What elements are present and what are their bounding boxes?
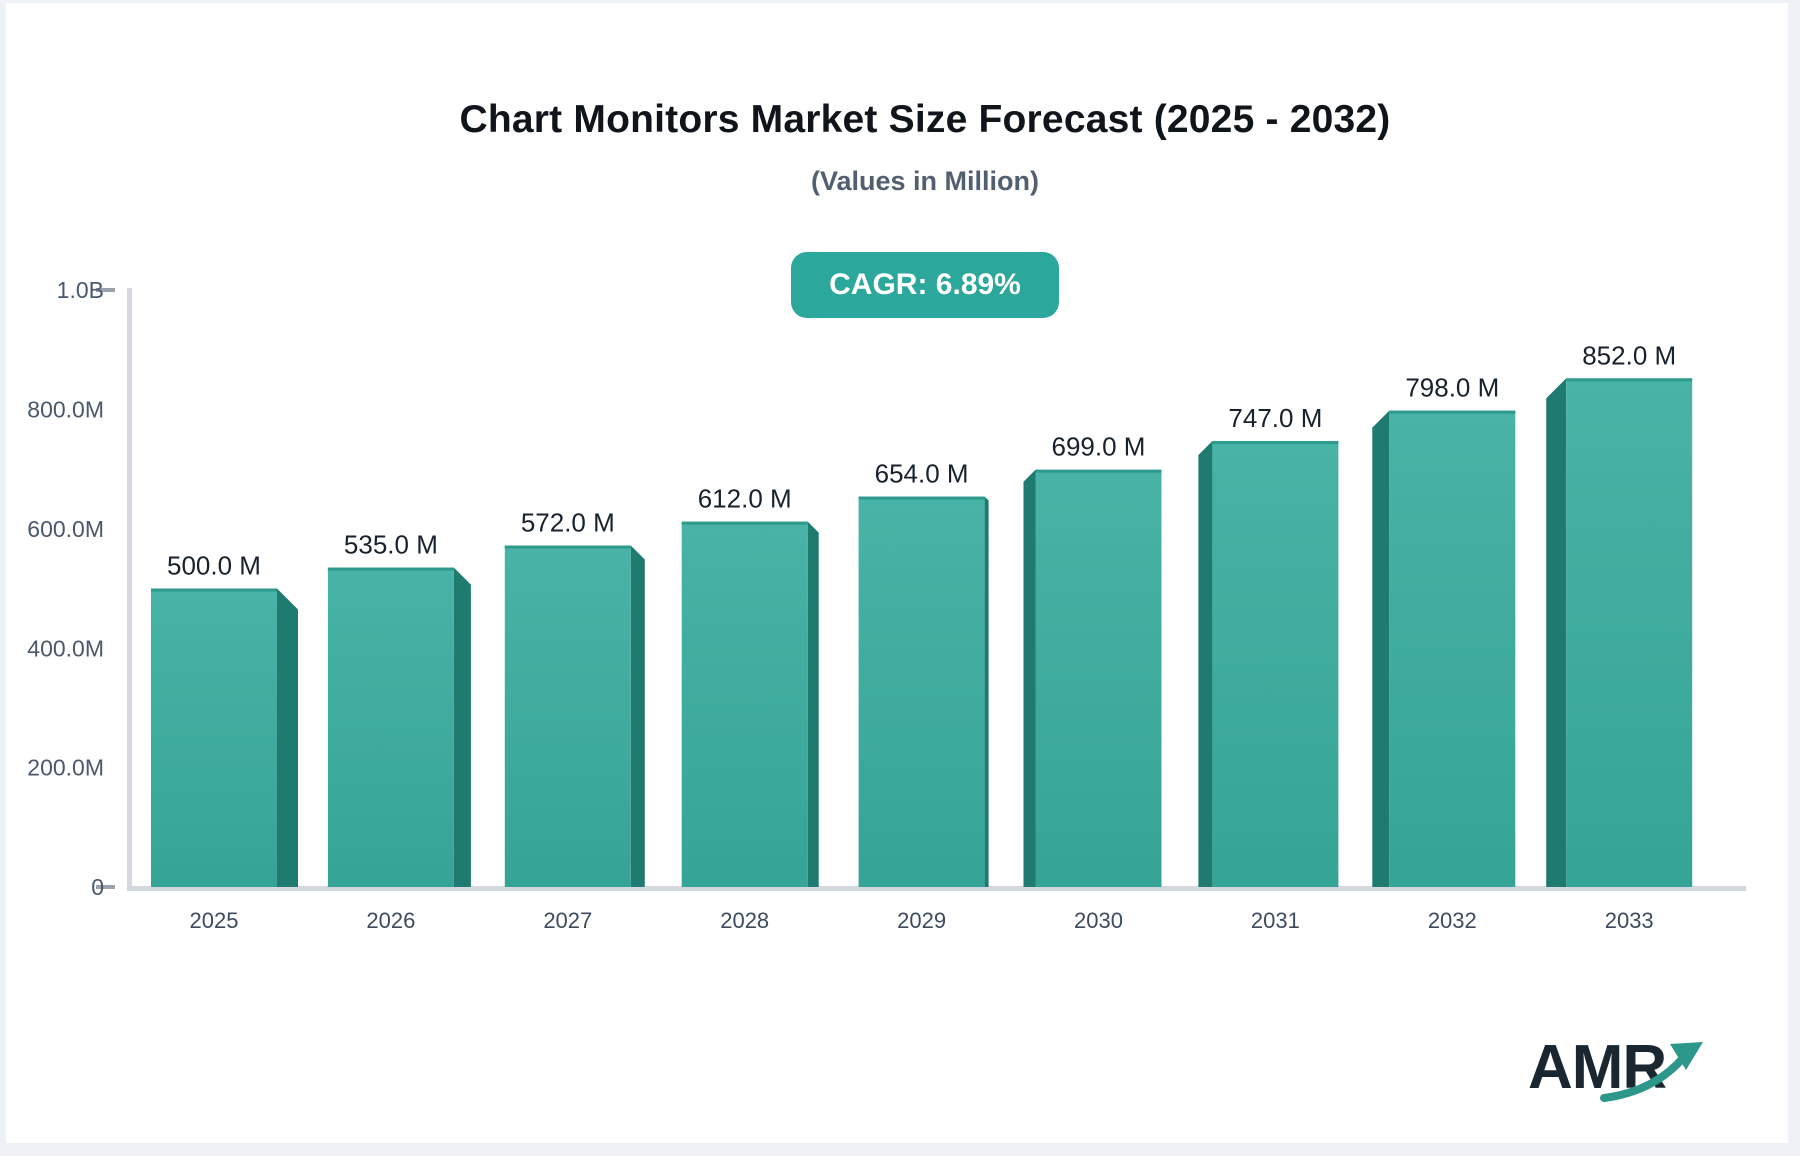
bar-value-label: 500.0 M <box>167 551 261 581</box>
amr-logo: AMR <box>1528 1032 1728 1112</box>
y-axis-tick <box>96 885 115 889</box>
bar-value-label: 612.0 M <box>698 484 792 514</box>
bar-value-label: 747.0 M <box>1228 403 1322 433</box>
y-axis-label: 400.0M <box>27 635 104 661</box>
bar-top-edge <box>327 567 454 571</box>
bar-front-face <box>858 496 985 887</box>
x-axis-label: 2028 <box>720 908 769 933</box>
bar-side-face <box>1372 410 1390 887</box>
bar-side-face <box>277 588 298 887</box>
x-axis-label: 2032 <box>1428 908 1477 933</box>
bar-side-face <box>1546 378 1567 887</box>
bar-value-label: 699.0 M <box>1052 432 1146 462</box>
bar-top-edge <box>1389 410 1516 414</box>
y-axis-line <box>127 288 132 889</box>
x-axis-label: 2030 <box>1074 908 1123 933</box>
y-axis-label: 200.0M <box>27 755 104 781</box>
bar-side-face <box>1023 469 1036 887</box>
cagr-badge: CAGR: 6.89% <box>791 252 1059 318</box>
x-axis-label: 2031 <box>1251 908 1300 933</box>
x-axis-label: 2026 <box>366 908 415 933</box>
chart-title: Chart Monitors Market Size Forecast (202… <box>459 98 1391 141</box>
bar-side-face <box>807 521 819 887</box>
bar-side-face <box>1198 441 1213 887</box>
bar-value-label: 535.0 M <box>344 530 438 560</box>
growth-arrow-icon <box>1600 1042 1703 1102</box>
bar-front-face <box>1212 441 1339 887</box>
bar-front-face <box>1035 469 1162 887</box>
bar-front-face <box>681 521 808 887</box>
bar-top-edge <box>504 545 631 549</box>
chart-subtitle: (Values in Million) <box>810 166 1040 196</box>
bar-top-edge <box>1035 469 1162 473</box>
cagr-badge-row: CAGR: 6.89% <box>50 252 1800 318</box>
bar-top-edge <box>151 588 277 592</box>
bar-top-edge <box>1566 378 1693 382</box>
bar-top-edge <box>858 496 985 500</box>
x-axis-label: 2033 <box>1605 908 1654 933</box>
y-axis-label: 0 <box>91 874 104 900</box>
y-axis-label: 1.0B <box>57 277 104 303</box>
x-axis-label: 2027 <box>543 908 592 933</box>
y-axis-label: 600.0M <box>27 516 104 542</box>
y-axis-label: 800.0M <box>27 396 104 422</box>
bar-side-face <box>984 496 989 887</box>
y-axis-tick <box>96 288 115 292</box>
bar-top-edge <box>681 521 808 525</box>
bar-side-face <box>453 567 471 887</box>
bar-value-label: 798.0 M <box>1405 373 1499 403</box>
bar-front-face <box>151 588 277 887</box>
bar-value-label: 852.0 M <box>1582 340 1676 370</box>
bar-front-face <box>1389 410 1516 887</box>
x-axis-label: 2029 <box>897 908 946 933</box>
bar-front-face <box>327 567 454 887</box>
bar-top-edge <box>1212 441 1339 445</box>
bar-front-face <box>504 545 631 887</box>
bar-value-label: 572.0 M <box>521 508 615 538</box>
bar-value-label: 654.0 M <box>875 459 969 489</box>
x-baseline <box>127 886 1746 891</box>
x-axis-label: 2025 <box>190 908 239 933</box>
bar-side-face <box>630 545 645 887</box>
bar-front-face <box>1566 378 1693 887</box>
